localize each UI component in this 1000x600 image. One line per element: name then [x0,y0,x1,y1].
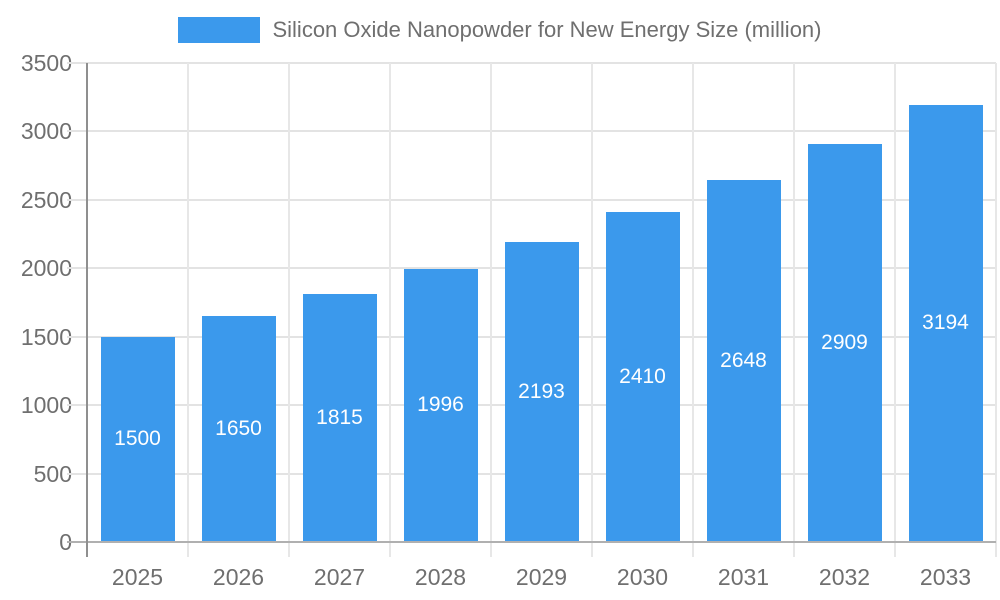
gridline-vertical [288,63,290,557]
gridline-vertical [490,63,492,557]
x-tick-label: 2025 [111,564,164,590]
bar-2025[interactable]: 1500 [100,336,175,542]
y-tick-label: 2500 [20,186,72,213]
bar-value-label: 2909 [821,330,868,354]
legend-item[interactable]: Silicon Oxide Nanopowder for New Energy … [0,17,1000,43]
y-tick-label: 500 [33,460,72,487]
gridline-horizontal [67,62,996,64]
gridline-vertical [793,63,795,557]
gridline-vertical [389,63,391,557]
bar-value-label: 2193 [518,379,565,403]
x-axis-baseline [67,541,996,543]
bar-value-label: 1815 [316,405,363,429]
bar-2032[interactable]: 2909 [807,143,882,542]
bar-2030[interactable]: 2410 [605,212,680,542]
x-tick-label: 2032 [818,564,871,590]
x-tick-label: 2027 [313,564,366,590]
gridline-horizontal [67,198,996,201]
legend-swatch-icon [178,17,261,43]
gridline-vertical [591,63,593,557]
y-tick-label: 1000 [20,392,72,419]
gridline-vertical [187,63,189,557]
x-tick-label: 2031 [717,564,770,590]
bar-value-label: 2410 [619,365,666,389]
y-tick-label: 1500 [20,323,72,350]
legend-label: Silicon Oxide Nanopowder for New Energy … [272,17,822,42]
y-axis-line [86,63,88,557]
x-tick-label: 2030 [616,564,669,590]
bar-2033[interactable]: 3194 [908,104,983,542]
x-tick-label: 2033 [919,564,972,590]
bar-2028[interactable]: 1996 [403,268,478,542]
y-tick-label: 2000 [20,255,72,282]
x-tick-label: 2029 [515,564,568,590]
plot-area: 1500 1650 1815 1996 2193 2410 2648 2909 3194 [67,62,997,557]
bar-value-label: 1500 [114,427,161,451]
bar-2031[interactable]: 2648 [706,179,781,542]
bar-value-label: 1650 [215,417,262,441]
x-tick-label: 2028 [414,564,467,590]
x-tick-label: 2026 [212,564,265,590]
bar-value-label: 2648 [720,348,767,372]
bar-2029[interactable]: 2193 [504,241,579,542]
bar-2026[interactable]: 1650 [201,316,276,542]
gridline-horizontal [67,130,996,133]
gridline-vertical [692,63,694,557]
bar-2027[interactable]: 1815 [302,293,377,542]
y-tick-label: 3000 [20,118,72,145]
gridline-vertical [995,63,997,557]
gridline-vertical [894,63,896,557]
bar-value-label: 1996 [417,393,464,417]
bar-value-label: 3194 [922,311,969,335]
y-tick-label: 0 [59,529,72,555]
y-tick-label: 3500 [20,50,72,76]
